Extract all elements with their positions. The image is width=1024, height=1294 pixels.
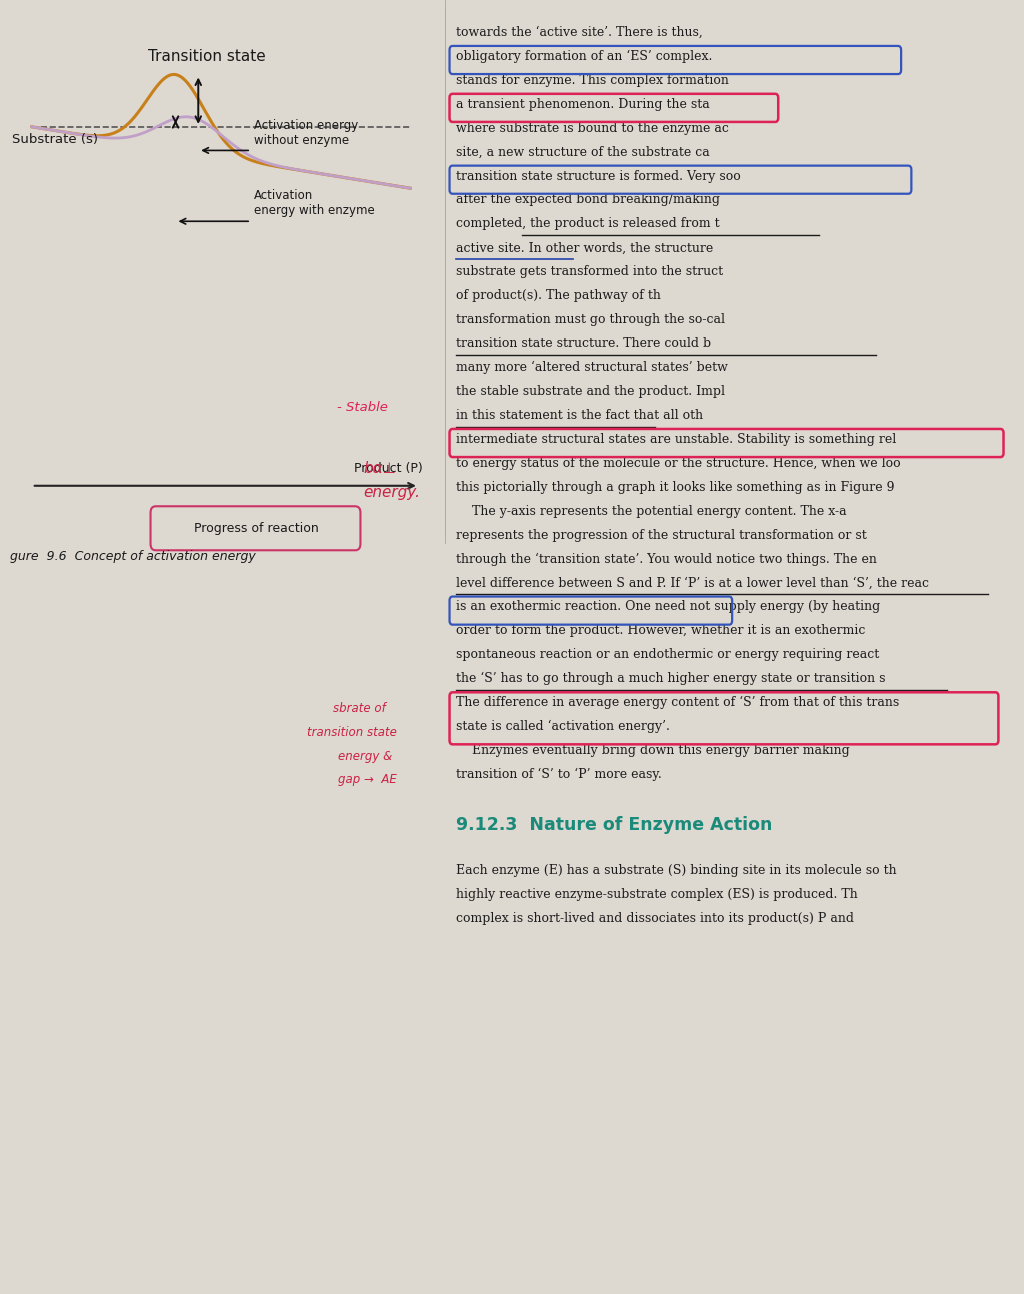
Text: transition state: transition state (307, 726, 397, 739)
Text: level difference between S and P. If ‘P’ is at a lower level than ‘S’, the reac: level difference between S and P. If ‘P’… (456, 577, 929, 590)
Text: complex is short-lived and dissociates into its product(s) P and: complex is short-lived and dissociates i… (456, 911, 854, 925)
Text: Substrate (s): Substrate (s) (12, 133, 98, 146)
Text: Activation energy
without enzyme: Activation energy without enzyme (254, 119, 358, 146)
Text: energy &: energy & (338, 749, 392, 762)
Text: Enzymes eventually bring down this energy barrier making: Enzymes eventually bring down this energ… (456, 744, 850, 757)
Text: The difference in average energy content of ‘S’ from that of this trans: The difference in average energy content… (456, 696, 899, 709)
Text: intermediate structural states are unstable. Stability is something rel: intermediate structural states are unsta… (456, 432, 896, 446)
Text: substrate gets transformed into the struct: substrate gets transformed into the stru… (456, 265, 723, 278)
Text: Each enzyme (E) has a substrate (S) binding site in its molecule so th: Each enzyme (E) has a substrate (S) bind… (456, 864, 896, 877)
Text: the stable substrate and the product. Impl: the stable substrate and the product. Im… (456, 386, 725, 399)
Text: - Stable: - Stable (337, 401, 388, 414)
Text: transformation must go through the so-cal: transformation must go through the so-ca… (456, 313, 725, 326)
Text: site, a new structure of the substrate ca: site, a new structure of the substrate c… (456, 146, 710, 159)
Text: after the expected bond breaking/making: after the expected bond breaking/making (456, 193, 720, 207)
Text: transition state structure is formed. Very soo: transition state structure is formed. Ve… (456, 170, 740, 182)
Text: stands for enzyme. This complex formation: stands for enzyme. This complex formatio… (456, 74, 728, 87)
Text: to energy status of the molecule or the structure. Hence, when we loo: to energy status of the molecule or the … (456, 457, 900, 470)
Text: Progress of reaction: Progress of reaction (194, 521, 318, 534)
Text: spontaneous reaction or an endothermic or energy requiring react: spontaneous reaction or an endothermic o… (456, 648, 879, 661)
Text: Product (P): Product (P) (354, 462, 423, 475)
Text: where substrate is bound to the enzyme ac: where substrate is bound to the enzyme a… (456, 122, 728, 135)
Text: transition of ‘S’ to ‘P’ more easy.: transition of ‘S’ to ‘P’ more easy. (456, 769, 662, 782)
Text: gap →  AE: gap → AE (338, 774, 396, 787)
Text: highly reactive enzyme-substrate complex (ES) is produced. Th: highly reactive enzyme-substrate complex… (456, 888, 857, 901)
Text: gure  9.6  Concept of activation energy: gure 9.6 Concept of activation energy (10, 550, 256, 563)
Text: is an exothermic reaction. One need not supply energy (by heating: is an exothermic reaction. One need not … (456, 600, 880, 613)
Text: through the ‘transition state’. You would notice two things. The en: through the ‘transition state’. You woul… (456, 553, 877, 565)
Text: order to form the product. However, whether it is an exothermic: order to form the product. However, whet… (456, 624, 865, 638)
Text: The y-axis represents the potential energy content. The x-a: The y-axis represents the potential ener… (456, 505, 846, 518)
Text: in this statement is the fact that all oth: in this statement is the fact that all o… (456, 409, 702, 422)
Text: transition state structure. There could b: transition state structure. There could … (456, 336, 711, 351)
Text: Activation
energy with enzyme: Activation energy with enzyme (254, 189, 375, 217)
Text: a transient phenomenon. During the sta: a transient phenomenon. During the sta (456, 98, 710, 111)
Text: completed, the product is released from t: completed, the product is released from … (456, 217, 719, 230)
Text: bα⊥: bα⊥ (364, 461, 396, 476)
Text: the ‘S’ has to go through a much higher energy state or transition s: the ‘S’ has to go through a much higher … (456, 673, 885, 686)
Text: towards the ‘active site’. There is thus,: towards the ‘active site’. There is thus… (456, 26, 702, 39)
Text: this pictorially through a graph it looks like something as in Figure 9: this pictorially through a graph it look… (456, 480, 894, 494)
Text: Transition state: Transition state (148, 49, 266, 65)
Text: energy.: energy. (364, 485, 421, 501)
Text: many more ‘altered structural states’ betw: many more ‘altered structural states’ be… (456, 361, 728, 374)
Text: represents the progression of the structural transformation or st: represents the progression of the struct… (456, 528, 866, 542)
Text: of product(s). The pathway of th: of product(s). The pathway of th (456, 290, 660, 303)
Text: 9.12.3  Nature of Enzyme Action: 9.12.3 Nature of Enzyme Action (456, 817, 772, 833)
Text: state is called ‘activation energy’.: state is called ‘activation energy’. (456, 719, 670, 734)
Text: obligatory formation of an ‘ES’ complex.: obligatory formation of an ‘ES’ complex. (456, 49, 712, 63)
Text: sbrate of: sbrate of (333, 701, 386, 714)
Text: active site. In other words, the structure: active site. In other words, the structu… (456, 241, 713, 255)
